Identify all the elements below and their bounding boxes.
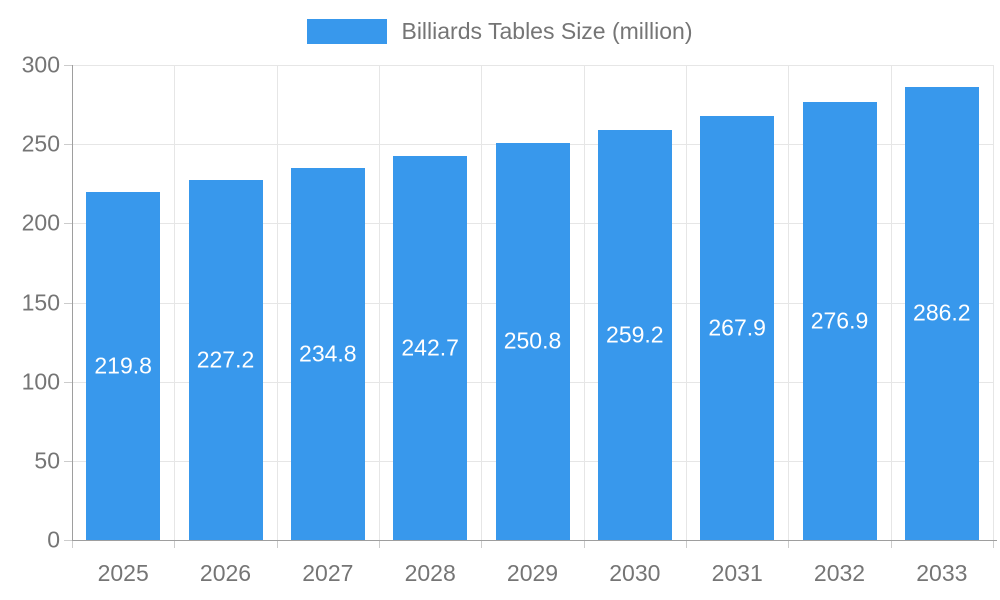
y-axis-tick (64, 144, 72, 146)
bar (290, 168, 365, 540)
y-axis-tick (64, 460, 72, 462)
gridline (686, 65, 687, 540)
x-axis-label: 2030 (609, 560, 661, 586)
gridline (379, 65, 380, 540)
x-axis-label: 2027 (302, 560, 354, 586)
y-axis-label: 250 (21, 130, 60, 157)
x-axis-tick (174, 540, 176, 548)
legend: Billiards Tables Size (million) (0, 18, 1000, 45)
bar-value-label: 286.2 (913, 299, 971, 326)
x-axis-tick (890, 540, 892, 548)
x-axis-tick (686, 540, 687, 548)
bar (393, 155, 468, 540)
gridline (788, 65, 790, 540)
bar-value-label: 242.7 (401, 334, 459, 361)
gridline (890, 65, 892, 540)
bar (700, 115, 775, 540)
x-axis-tick (276, 540, 278, 548)
legend-swatch (307, 19, 388, 44)
bar-value-label: 259.2 (606, 321, 664, 348)
y-axis-tick (64, 65, 72, 66)
gridline (481, 65, 483, 540)
x-axis-tick (481, 540, 483, 548)
bar-value-label: 250.8 (503, 327, 562, 354)
x-axis-tick (583, 540, 585, 548)
x-axis-tick (788, 540, 790, 548)
x-axis-label: 2028 (404, 560, 456, 586)
x-axis-label: 2033 (916, 560, 968, 586)
x-axis-tick (379, 540, 380, 548)
y-axis-label: 0 (47, 526, 60, 553)
bar (86, 191, 161, 540)
gridline (72, 65, 993, 66)
bar-value-label: 219.8 (94, 352, 152, 379)
gridline (276, 65, 278, 540)
legend-label: Billiards Tables Size (million) (401, 18, 693, 44)
x-axis-label: 2031 (711, 560, 763, 586)
bar (904, 86, 979, 540)
gridline (174, 65, 176, 540)
y-axis-line (72, 65, 73, 540)
x-axis-line (72, 540, 997, 541)
gridline (583, 65, 585, 540)
bar-value-label: 234.8 (299, 340, 357, 367)
bar-value-label: 267.9 (708, 314, 766, 341)
y-axis-label: 300 (21, 51, 60, 78)
x-axis-tick (993, 540, 994, 548)
y-axis-label: 200 (21, 209, 60, 236)
bar (802, 101, 877, 540)
x-axis-label: 2026 (199, 560, 252, 586)
x-axis-label: 2025 (97, 560, 149, 586)
y-axis-label: 50 (34, 447, 60, 474)
y-axis-tick (64, 381, 72, 383)
gridline (993, 65, 994, 540)
y-axis-tick (64, 540, 72, 541)
y-axis-label: 100 (21, 368, 60, 395)
bar-value-label: 227.2 (196, 346, 255, 373)
x-axis-label: 2029 (506, 560, 559, 586)
x-axis-label: 2032 (813, 560, 866, 586)
bar (597, 129, 672, 540)
y-axis-tick (64, 223, 72, 225)
bar-value-label: 276.9 (810, 307, 869, 334)
y-axis-label: 150 (21, 289, 60, 315)
bar (495, 142, 570, 540)
x-axis-tick (72, 540, 73, 548)
y-axis-tick (64, 302, 72, 304)
bar (188, 180, 263, 540)
